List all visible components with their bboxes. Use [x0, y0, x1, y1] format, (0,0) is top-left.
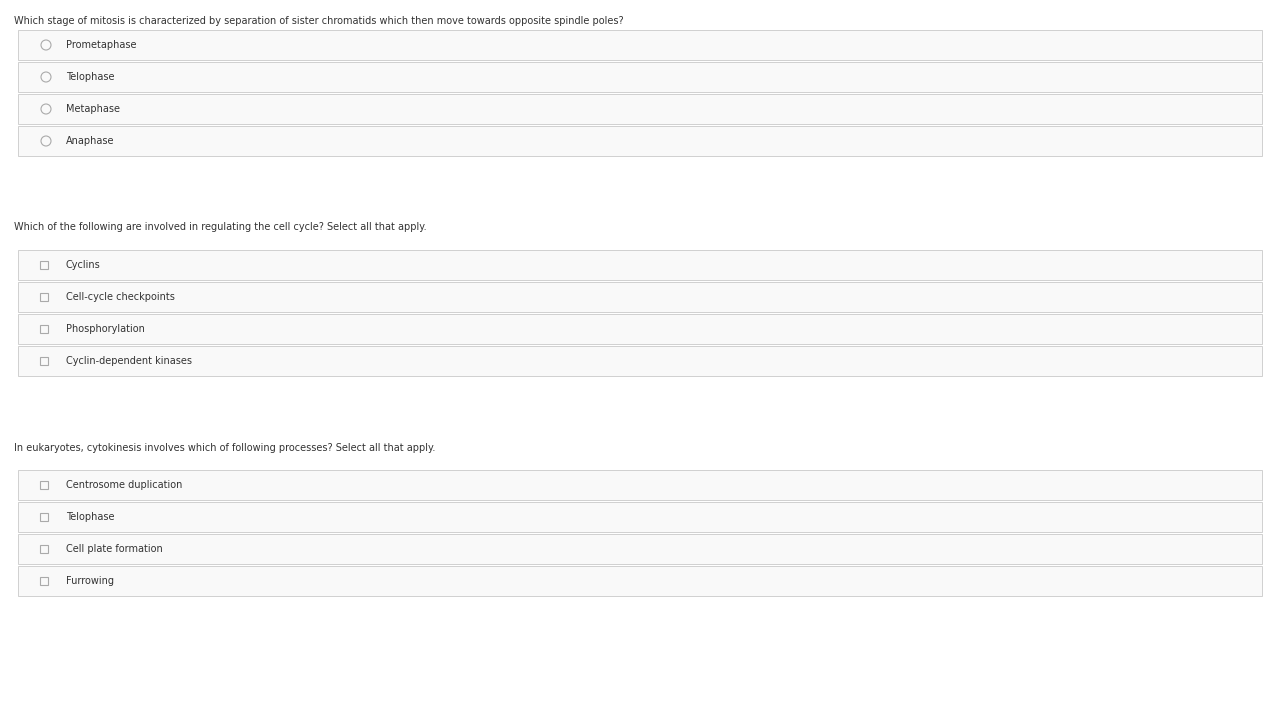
Bar: [40, 293, 49, 301]
Text: Telophase: Telophase: [67, 512, 114, 522]
Text: Cell-cycle checkpoints: Cell-cycle checkpoints: [67, 292, 175, 302]
Bar: [40, 545, 49, 553]
Text: Cyclin-dependent kinases: Cyclin-dependent kinases: [67, 356, 192, 366]
Bar: [40, 261, 49, 269]
Bar: [18, 30, 1262, 60]
Text: Cyclins: Cyclins: [67, 260, 101, 270]
Text: Furrowing: Furrowing: [67, 576, 114, 586]
Bar: [18, 94, 1262, 124]
Bar: [18, 314, 1262, 344]
Text: Which of the following are involved in regulating the cell cycle? Select all tha: Which of the following are involved in r…: [14, 222, 426, 232]
Text: Which stage of mitosis is characterized by separation of sister chromatids which: Which stage of mitosis is characterized …: [14, 16, 623, 26]
Bar: [40, 577, 49, 585]
Bar: [18, 346, 1262, 376]
Bar: [18, 62, 1262, 92]
Bar: [40, 325, 49, 333]
Bar: [18, 470, 1262, 500]
Bar: [18, 126, 1262, 156]
Bar: [18, 282, 1262, 312]
Text: Phosphorylation: Phosphorylation: [67, 324, 145, 334]
Text: Cell plate formation: Cell plate formation: [67, 544, 163, 554]
Bar: [18, 502, 1262, 532]
Text: Prometaphase: Prometaphase: [67, 40, 137, 50]
Bar: [18, 566, 1262, 596]
Bar: [40, 481, 49, 489]
Bar: [40, 357, 49, 365]
Text: Telophase: Telophase: [67, 72, 114, 82]
Text: In eukaryotes, cytokinesis involves which of following processes? Select all tha: In eukaryotes, cytokinesis involves whic…: [14, 443, 435, 453]
Bar: [40, 513, 49, 521]
Bar: [18, 250, 1262, 280]
Text: Metaphase: Metaphase: [67, 104, 120, 114]
Text: Anaphase: Anaphase: [67, 136, 114, 146]
Text: Centrosome duplication: Centrosome duplication: [67, 480, 182, 490]
Bar: [18, 534, 1262, 564]
